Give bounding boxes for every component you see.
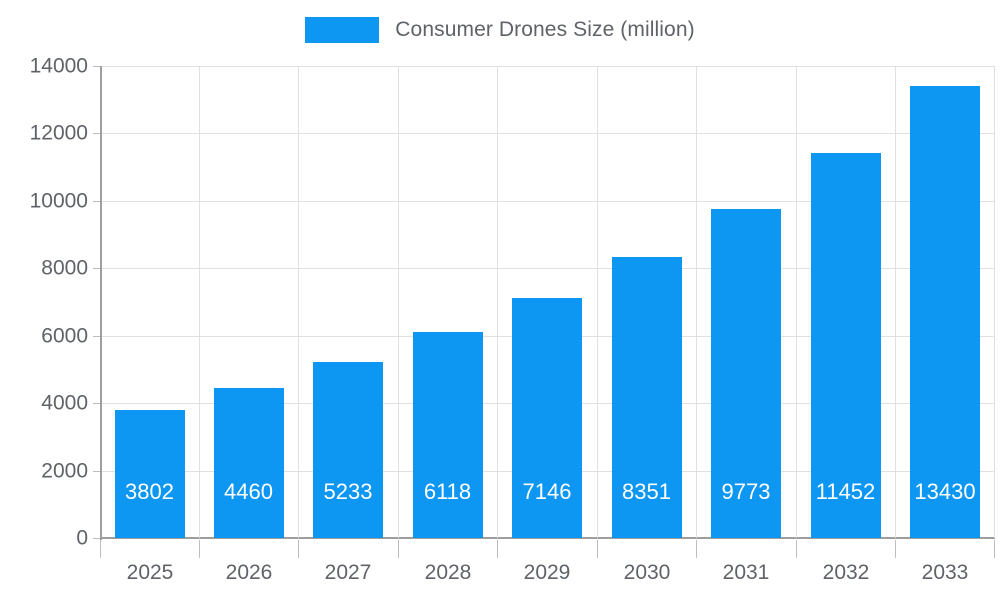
y-axis-tick-label: 12000 xyxy=(29,121,88,145)
bar-2027[interactable] xyxy=(313,361,383,538)
x-axis-tick-mark xyxy=(895,540,896,558)
bar-group-2029[interactable]: 7146 xyxy=(497,66,597,538)
bar-2031[interactable] xyxy=(711,209,781,538)
bar-group-2028[interactable]: 6118 xyxy=(398,66,497,538)
y-axis-tick-mark xyxy=(93,403,100,404)
x-axis-tick-mark xyxy=(597,540,598,558)
legend-color-swatch-icon xyxy=(305,17,380,43)
y-axis-tick-mark xyxy=(93,336,100,337)
bar-value-label: 6118 xyxy=(423,479,472,504)
gridline-horizontal xyxy=(100,201,995,202)
y-axis-tick-label: 14000 xyxy=(29,54,88,78)
x-axis-tick-label: 2027 xyxy=(324,561,372,584)
y-axis-tick-mark xyxy=(93,66,100,67)
y-axis-tick-mark xyxy=(93,471,100,472)
y-axis-tick-mark xyxy=(93,201,100,202)
bar-value-label: 3802 xyxy=(125,479,174,504)
gridline-horizontal xyxy=(100,268,995,269)
bar-value-label: 7146 xyxy=(522,479,572,504)
bar-group-2026[interactable]: 4460 xyxy=(199,66,298,538)
y-axis-labels: 14000 12000 10000 8000 6000 4000 2000 0 xyxy=(0,0,100,600)
bar-value-label: 8351 xyxy=(622,479,671,504)
x-axis-tick-label: 2029 xyxy=(523,561,571,584)
gridline-vertical xyxy=(398,66,399,538)
bar-group-2033[interactable]: 13430 xyxy=(895,66,995,538)
gridline-vertical xyxy=(994,66,995,538)
bar-series-consumer-drones-size: 3802 4460 5233 6118 7146 8351 9773 1145 xyxy=(100,66,995,538)
bar-2030[interactable] xyxy=(611,257,682,538)
bar-group-2030[interactable]: 8351 xyxy=(597,66,696,538)
x-axis: 2025 2026 2027 2028 2029 2030 2031 2032 … xyxy=(100,540,995,600)
y-axis-tick-mark xyxy=(93,538,100,539)
chart-legend: Consumer Drones Size (million) xyxy=(0,10,1000,50)
x-axis-tick-label: 2033 xyxy=(921,561,969,584)
bar-group-2032[interactable]: 11452 xyxy=(796,66,895,538)
bar-2025[interactable] xyxy=(114,410,185,538)
gridline-vertical xyxy=(298,66,299,538)
x-axis-tick-mark xyxy=(994,540,995,558)
bar-2029[interactable] xyxy=(512,297,582,538)
bar-value-label: 4460 xyxy=(224,479,273,504)
x-axis-tick-label: 2032 xyxy=(822,561,870,584)
bar-2026[interactable] xyxy=(213,388,284,538)
gridline-vertical xyxy=(895,66,896,538)
gridline-vertical xyxy=(696,66,697,538)
bar-value-label: 9773 xyxy=(721,479,771,504)
legend-item-label: Consumer Drones Size (million) xyxy=(395,18,695,41)
y-axis-tick-mark xyxy=(93,133,100,134)
x-axis-tick-mark xyxy=(199,540,200,558)
x-axis-baseline xyxy=(100,537,995,539)
bar-group-2031[interactable]: 9773 xyxy=(696,66,796,538)
x-axis-tick-label: 2028 xyxy=(424,561,472,584)
bar-value-label: 5233 xyxy=(323,479,373,504)
gridline-horizontal xyxy=(100,66,995,67)
legend-item-consumer-drones-size[interactable]: Consumer Drones Size (million) xyxy=(305,17,695,43)
x-axis-tick-mark xyxy=(497,540,498,558)
y-axis-tick-label: 4000 xyxy=(41,391,88,415)
x-axis-tick-mark xyxy=(796,540,797,558)
bar-group-2027[interactable]: 5233 xyxy=(298,66,398,538)
bar-2028[interactable] xyxy=(412,332,483,538)
gridline-vertical xyxy=(497,66,498,538)
bar-2033[interactable] xyxy=(910,86,980,538)
x-axis-tick-label: 2025 xyxy=(126,561,174,584)
x-axis-tick-mark xyxy=(696,540,697,558)
x-axis-tick-label: 2031 xyxy=(722,561,770,584)
y-axis-line xyxy=(100,66,102,540)
gridline-vertical xyxy=(199,66,200,538)
bar-2032[interactable] xyxy=(810,152,881,538)
bar-value-label: 11452 xyxy=(815,479,876,504)
bar-group-2025[interactable]: 3802 xyxy=(100,66,199,538)
bar-value-label: 13430 xyxy=(914,479,976,504)
gridline-vertical xyxy=(796,66,797,538)
y-axis-tick-label: 6000 xyxy=(41,324,88,348)
x-axis-tick-mark xyxy=(298,540,299,558)
x-axis-tick-mark xyxy=(398,540,399,558)
x-axis-tick-mark xyxy=(100,540,101,558)
gridline-horizontal xyxy=(100,133,995,134)
y-axis-tick-mark xyxy=(93,268,100,269)
x-axis-tick-label: 2030 xyxy=(623,561,671,584)
y-axis-tick-label: 2000 xyxy=(41,459,88,483)
gridline-vertical xyxy=(597,66,598,538)
y-axis-tick-label: 10000 xyxy=(29,189,88,213)
y-axis-tick-label: 8000 xyxy=(41,256,88,280)
x-axis-tick-label: 2026 xyxy=(225,561,273,584)
y-axis-tick-label: 0 xyxy=(76,526,88,550)
